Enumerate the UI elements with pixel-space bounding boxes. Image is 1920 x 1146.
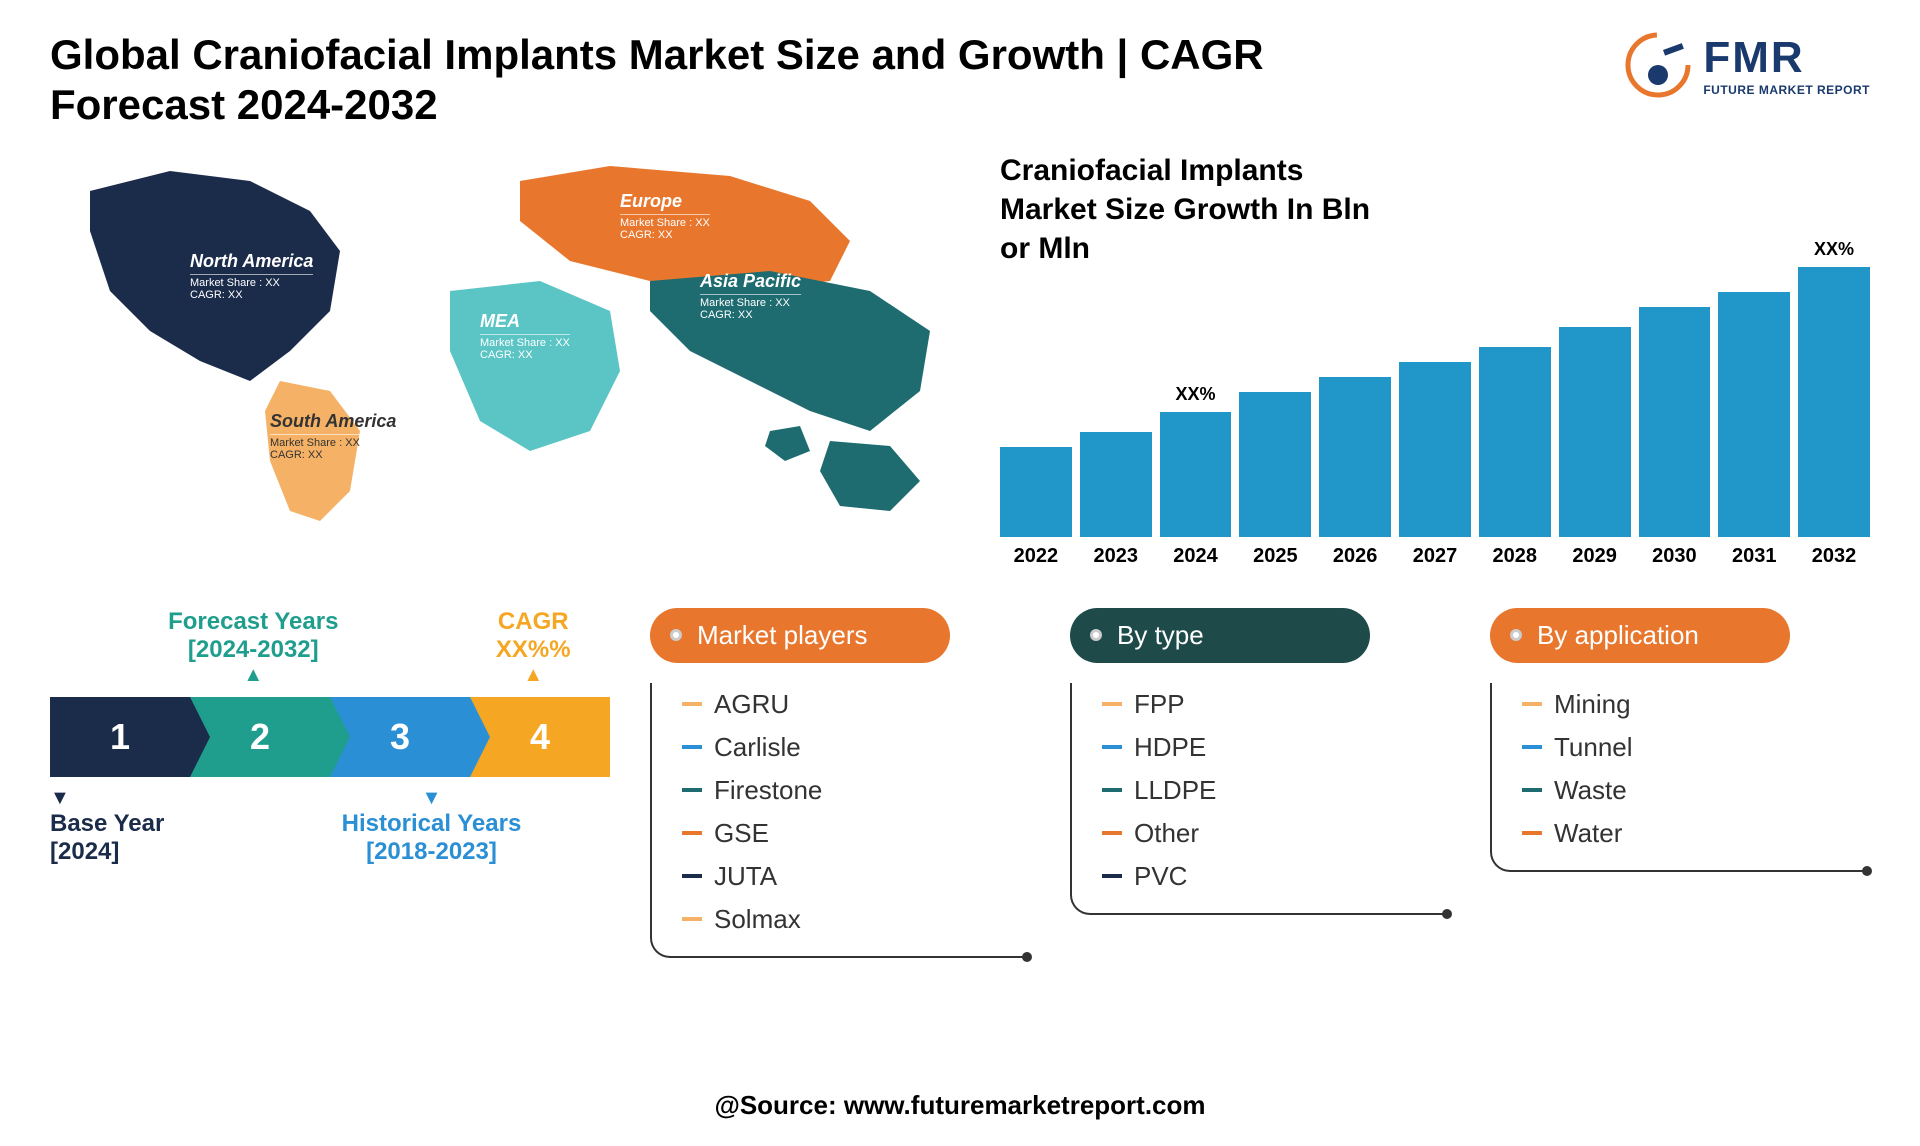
growth-bar-chart: Craniofacial Implants Market Size Growth… [1000,151,1870,568]
category-item: AGRU [682,683,1030,726]
category-item: Firestone [682,769,1030,812]
category-item: PVC [1102,855,1450,898]
chart-title: Craniofacial Implants Market Size Growth… [1000,151,1380,268]
bar-2022: 2022 [1000,447,1072,568]
bar-2029: 2029 [1559,327,1631,568]
map-region-south-america: South AmericaMarket Share : XXCAGR: XX [270,411,396,461]
bar-2024: XX%2024 [1160,412,1232,568]
category-pill: Market players [650,608,950,663]
timeline-panel: Forecast Years [2024-2032] ▲ CAGR XX%% ▲… [50,608,610,866]
category-item: Other [1102,812,1450,855]
map-region-asia-pacific: Asia PacificMarket Share : XXCAGR: XX [700,271,801,321]
logo-icon [1623,30,1693,100]
forecast-years-label: Forecast Years [2024-2032] ▲ [168,608,338,687]
map-region-mea: MEAMarket Share : XXCAGR: XX [480,311,570,361]
brand-logo: FMR FUTURE MARKET REPORT [1623,30,1870,100]
category-item: LLDPE [1102,769,1450,812]
bar-2032: XX%2032 [1798,267,1870,568]
category-pill: By application [1490,608,1790,663]
logo-text-sub: FUTURE MARKET REPORT [1703,83,1870,97]
bar-2030: 2030 [1639,307,1711,568]
bar-2026: 2026 [1319,377,1391,568]
base-year-label: ▼ Base Year [2024] [50,787,164,866]
bar-2031: 2031 [1718,292,1790,568]
cagr-label: CAGR XX%% ▲ [496,608,571,687]
map-region-europe: EuropeMarket Share : XXCAGR: XX [620,191,710,241]
category-item: HDPE [1102,726,1450,769]
category-item: Water [1522,812,1870,855]
world-map: North AmericaMarket Share : XXCAGR: XX So… [50,151,970,531]
category-item: JUTA [682,855,1030,898]
category-by-type: By type FPPHDPELLDPEOtherPVC [1070,608,1450,958]
bar-2028: 2028 [1479,347,1551,568]
category-item: Waste [1522,769,1870,812]
historical-years-label: ▼ Historical Years [2018-2023] [342,787,522,866]
map-region-north-america: North AmericaMarket Share : XXCAGR: XX [190,251,313,301]
page-title: Global Craniofacial Implants Market Size… [50,30,1350,131]
category-item: Carlisle [682,726,1030,769]
category-pill: By type [1070,608,1370,663]
timeline-step-1: 1 [50,697,190,777]
category-market-players: Market players AGRUCarlisleFirestoneGSEJU… [650,608,1030,958]
source-attribution: @Source: www.futuremarketreport.com [714,1090,1205,1121]
category-by-application: By application MiningTunnelWasteWater [1490,608,1870,958]
category-item: FPP [1102,683,1450,726]
timeline-step-3: 3 [330,697,470,777]
timeline-step-4: 4 [470,697,610,777]
category-item: Solmax [682,898,1030,941]
bar-2027: 2027 [1399,362,1471,568]
bar-2023: 2023 [1080,432,1152,568]
category-item: GSE [682,812,1030,855]
bar-2025: 2025 [1239,392,1311,568]
category-item: Mining [1522,683,1870,726]
category-item: Tunnel [1522,726,1870,769]
logo-text-main: FMR [1703,33,1870,83]
timeline-step-2: 2 [190,697,330,777]
